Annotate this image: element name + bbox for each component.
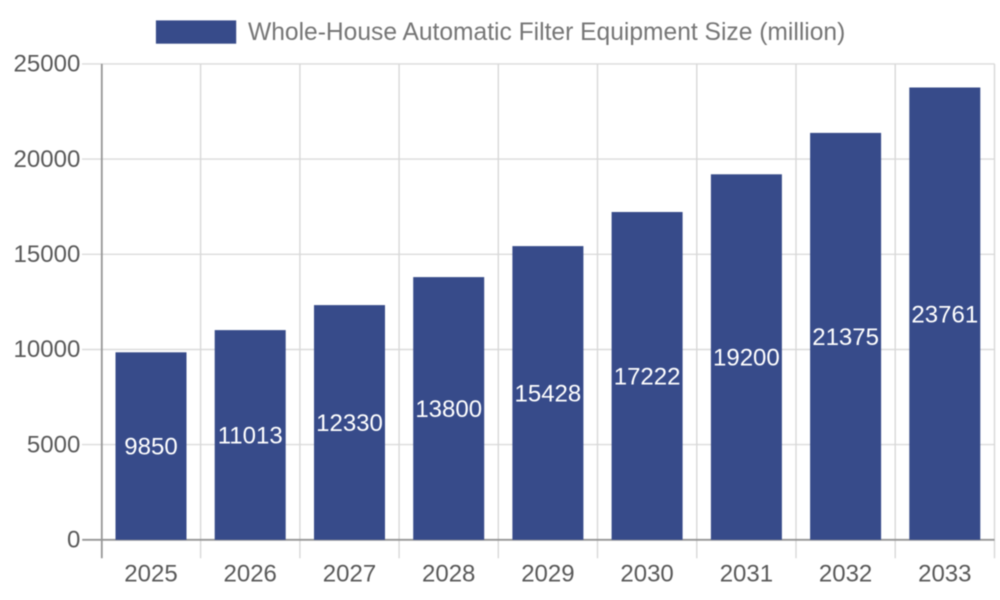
svg-text:2027: 2027 [323, 561, 376, 588]
svg-text:17222: 17222 [614, 364, 681, 391]
svg-text:2025: 2025 [124, 561, 177, 588]
svg-text:2026: 2026 [224, 561, 277, 588]
svg-text:9850: 9850 [124, 434, 177, 461]
svg-text:19200: 19200 [713, 345, 780, 372]
svg-text:Whole-House Automatic Filter E: Whole-House Automatic Filter Equipment S… [248, 19, 845, 46]
svg-text:10000: 10000 [14, 336, 81, 363]
svg-text:2031: 2031 [720, 561, 773, 588]
svg-text:11013: 11013 [218, 423, 283, 450]
svg-text:2029: 2029 [521, 561, 574, 588]
svg-text:2028: 2028 [422, 561, 475, 588]
svg-text:25000: 25000 [14, 51, 81, 78]
svg-text:2030: 2030 [620, 561, 673, 588]
svg-text:13800: 13800 [415, 396, 482, 423]
svg-text:21375: 21375 [812, 324, 879, 351]
svg-text:0: 0 [67, 527, 80, 554]
svg-text:15428: 15428 [515, 381, 582, 408]
svg-text:15000: 15000 [14, 241, 81, 268]
svg-text:2033: 2033 [918, 561, 971, 588]
svg-text:20000: 20000 [14, 146, 81, 173]
svg-text:5000: 5000 [27, 431, 80, 458]
svg-text:23761: 23761 [911, 301, 978, 328]
svg-text:2032: 2032 [819, 561, 872, 588]
svg-text:12330: 12330 [316, 410, 383, 437]
